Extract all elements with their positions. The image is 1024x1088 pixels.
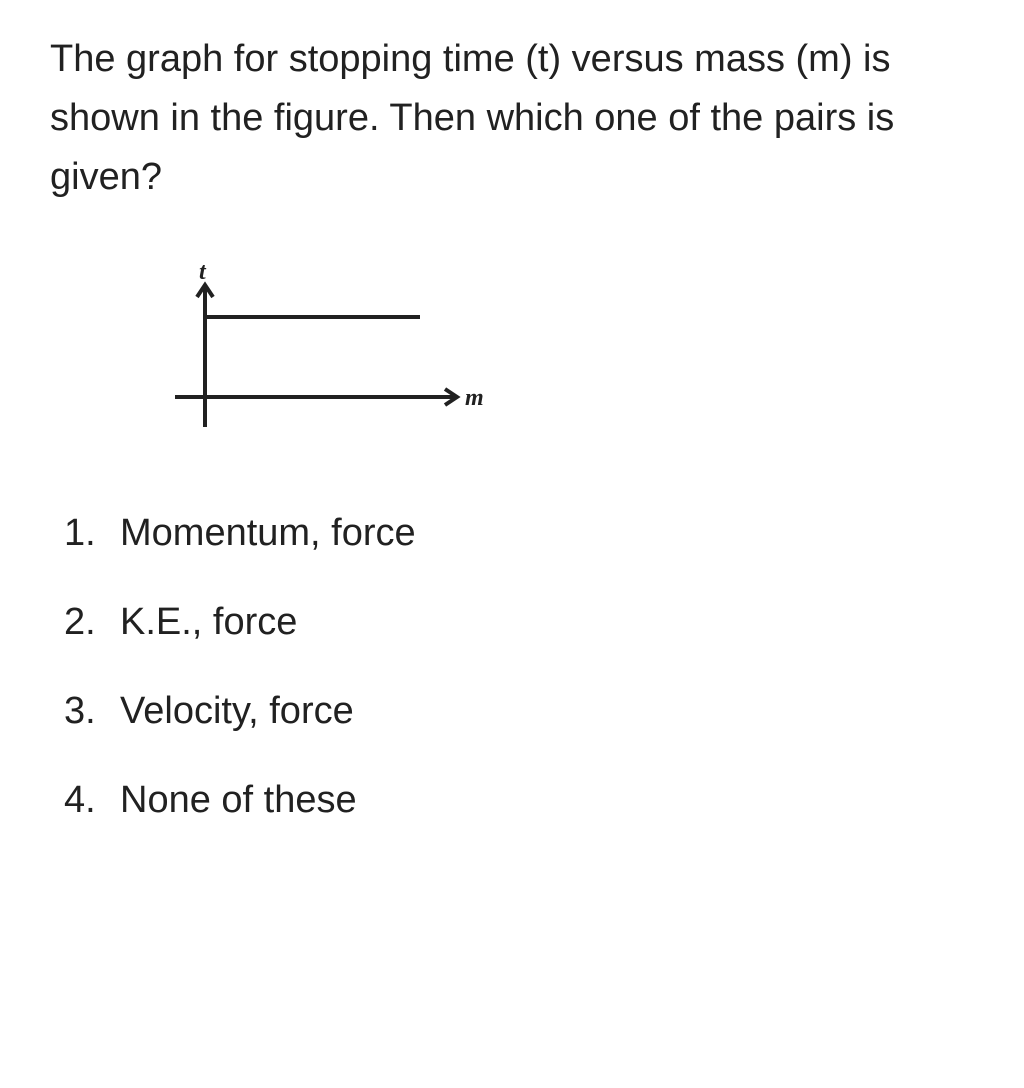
y-axis-label: t xyxy=(199,259,207,285)
option-4[interactable]: 4. None of these xyxy=(64,779,974,822)
question-text: The graph for stopping time (t) versus m… xyxy=(50,30,974,207)
option-1[interactable]: 1. Momentum, force xyxy=(64,512,974,555)
option-number: 4. xyxy=(64,779,120,822)
option-text: None of these xyxy=(120,779,974,822)
graph-container: t m xyxy=(160,257,974,452)
option-number: 1. xyxy=(64,512,120,555)
graph-svg: t m xyxy=(160,257,490,447)
option-3[interactable]: 3. Velocity, force xyxy=(64,690,974,733)
x-axis-label: m xyxy=(465,385,484,411)
option-2[interactable]: 2. K.E., force xyxy=(64,601,974,644)
option-text: K.E., force xyxy=(120,601,974,644)
options-list: 1. Momentum, force 2. K.E., force 3. Vel… xyxy=(50,512,974,822)
option-number: 2. xyxy=(64,601,120,644)
option-text: Momentum, force xyxy=(120,512,974,555)
option-text: Velocity, force xyxy=(120,690,974,733)
option-number: 3. xyxy=(64,690,120,733)
